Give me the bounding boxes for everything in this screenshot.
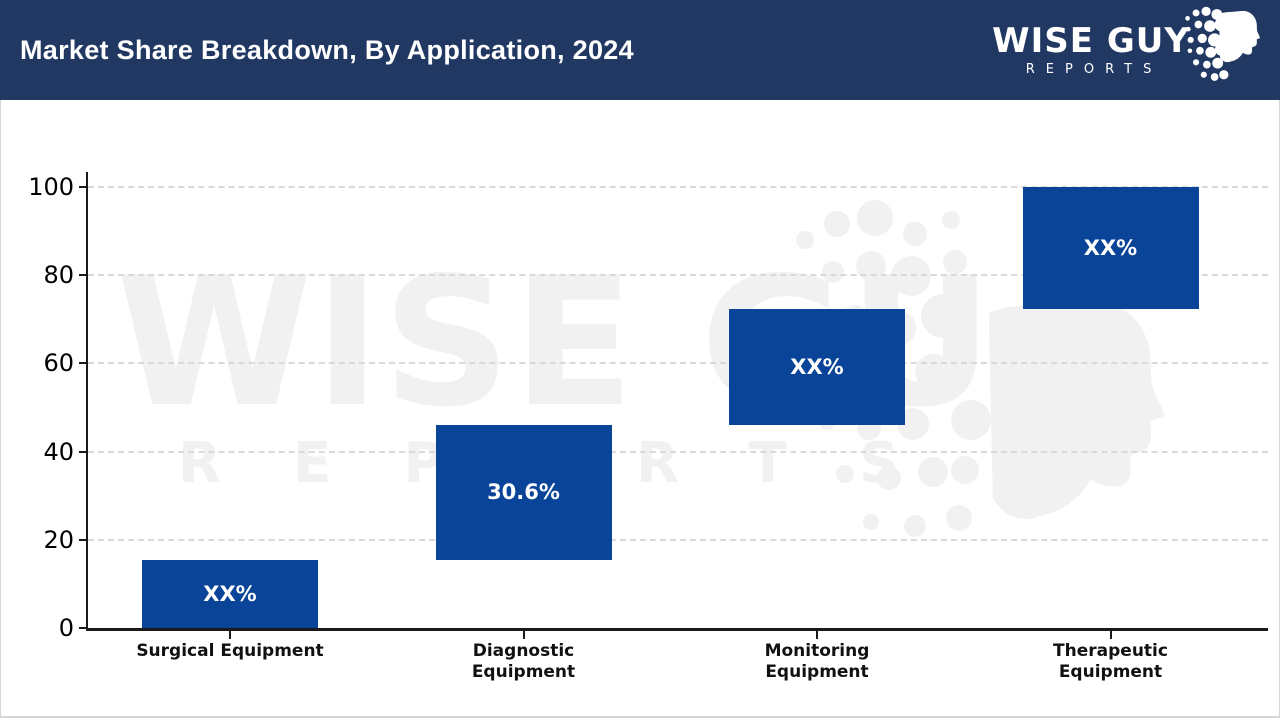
x-axis-line <box>86 628 1268 631</box>
page-title: Market Share Breakdown, By Application, … <box>20 34 634 65</box>
y-axis-tick-label: 80 <box>43 261 74 290</box>
x-axis-tick <box>522 631 525 639</box>
x-axis-category-label: Therapeutic Equipment <box>1053 641 1168 682</box>
face-profile-icon <box>1185 6 1261 81</box>
y-axis-tick-label: 20 <box>43 525 74 554</box>
frame-border-left <box>0 100 1 717</box>
bar-surgical-equipment: XX% <box>142 559 318 628</box>
bar-monitoring-equipment: XX% <box>729 308 905 425</box>
bar-value-label: 30.6% <box>487 480 560 505</box>
logo-text: WISE GUY REPORTS <box>992 23 1190 77</box>
y-axis-tick <box>79 627 88 629</box>
bar-therapeutic-equipment: XX% <box>1022 187 1199 309</box>
y-axis-tick <box>79 450 88 453</box>
frame-border-bottom <box>0 716 1280 718</box>
logo-brand-text: WISE GUY <box>992 21 1190 61</box>
x-axis-tick <box>229 631 231 639</box>
wiseguy-logo: WISE GUY REPORTS <box>992 6 1268 94</box>
bar-diagnostic-equipment: 30.6% <box>435 424 612 560</box>
y-axis-tick-label: 40 <box>43 437 74 466</box>
gridline <box>88 362 1268 365</box>
gridline <box>88 186 1268 188</box>
gridline <box>88 450 1268 453</box>
bar-value-label: XX% <box>790 354 844 379</box>
gridline <box>88 274 1268 277</box>
y-axis-tick-label: 100 <box>28 173 74 201</box>
y-axis-tick-label: 60 <box>43 349 74 378</box>
y-axis-line <box>86 172 88 630</box>
y-axis-tick <box>79 186 88 188</box>
logo-reports-text: REPORTS <box>1025 62 1163 77</box>
x-axis-tick <box>1109 631 1112 639</box>
y-axis-tick-label: 0 <box>58 614 74 642</box>
x-axis-category-label: Surgical Equipment <box>136 641 324 661</box>
y-axis-tick <box>79 538 88 541</box>
x-axis-tick <box>816 631 818 639</box>
bar-value-label: XX% <box>203 581 257 606</box>
y-axis-tick <box>79 362 88 365</box>
x-axis-category-label: Diagnostic Equipment <box>471 641 576 682</box>
header-bar: Market Share Breakdown, By Application, … <box>0 0 1280 100</box>
x-axis-category-label: Monitoring Equipment <box>764 641 870 682</box>
gridline <box>88 538 1268 541</box>
bar-value-label: XX% <box>1083 235 1138 260</box>
y-axis-tick <box>79 274 88 277</box>
